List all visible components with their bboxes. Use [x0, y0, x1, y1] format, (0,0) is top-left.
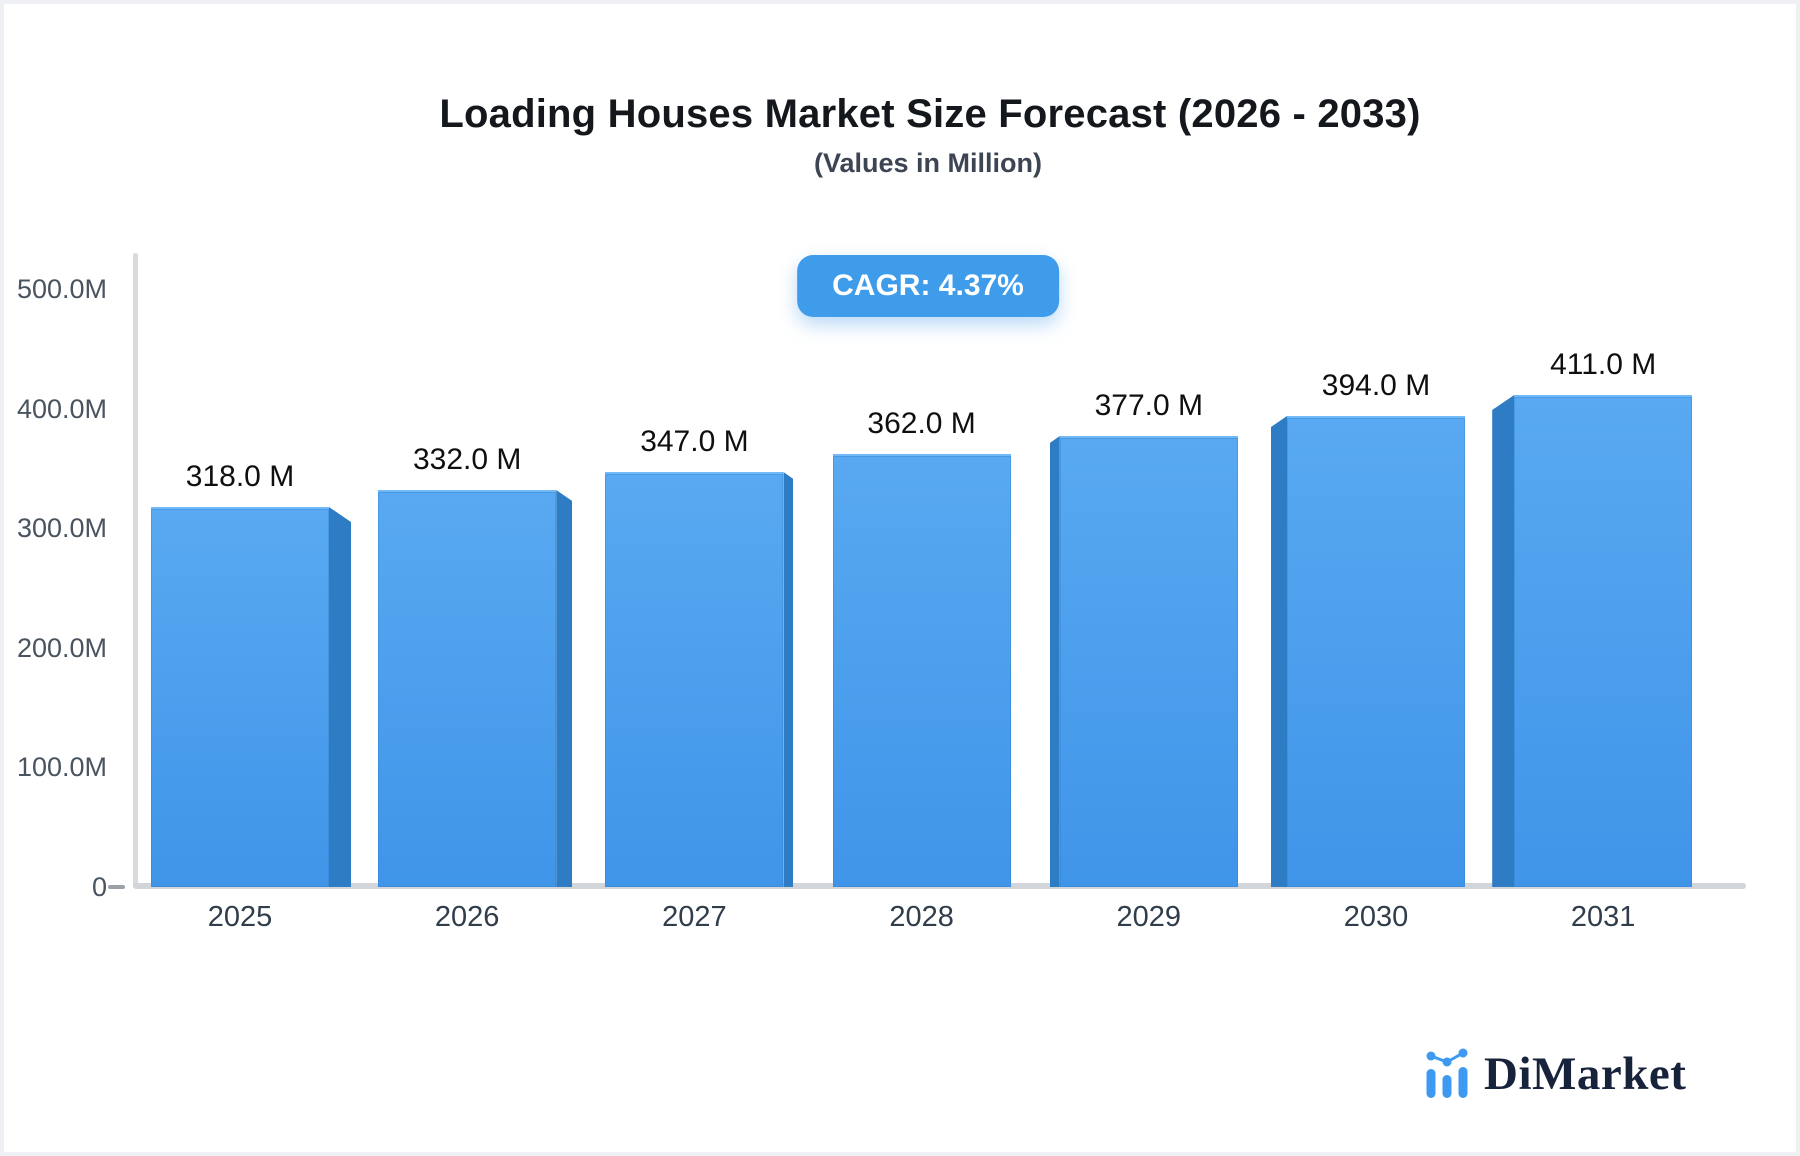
brand-logo[interactable]: DiMarket [1423, 1048, 1686, 1098]
x-axis-tick-label: 2027 [662, 901, 727, 933]
bar-side-2031 [1492, 395, 1515, 887]
y-axis-tick-label: 400.0M [16, 393, 107, 424]
bar-value-label: 377.0 M [1094, 389, 1203, 422]
y-axis-tick-label: 500.0M [16, 274, 107, 304]
chart-card: Loading Houses Market Size Forecast (202… [4, 4, 1796, 1152]
bar-value-label: 318.0 M [185, 460, 295, 493]
y-axis-tick-label: 200.0M [16, 632, 107, 663]
bar-value-label: 394.0 M [1321, 369, 1431, 402]
bar-side-2029 [1049, 436, 1060, 887]
bar-side-2026 [556, 490, 573, 887]
y-axis-line [133, 253, 138, 887]
brand-chart-icon [1426, 1048, 1468, 1098]
page-subtitle: (Values in Million) [813, 148, 1043, 178]
bar-side-2027 [783, 472, 794, 887]
x-axis-tick-label: 2028 [889, 901, 954, 933]
cagr-badge: CAGR: 4.37% [797, 255, 1059, 317]
bar-side-2030 [1271, 416, 1287, 887]
x-axis-tick-label: 2026 [434, 901, 500, 933]
y-axis-tick-label: 300.0M [16, 513, 107, 544]
bar-value-label: 347.0 M [640, 425, 749, 458]
bar-chart: 500.0M 400.0M 300.0M 200.0M 100.0M 0 318.0 M 2… [4, 4, 1796, 1152]
bar-value-label: 332.0 M [412, 443, 522, 476]
bar-value-label: 411.0 M [1550, 348, 1657, 381]
x-axis-tick-label: 2025 [207, 901, 273, 933]
zero-tick-mark [108, 885, 125, 889]
brand-name: DiMarket [1484, 1048, 1687, 1100]
x-axis-tick-label: 2030 [1343, 901, 1409, 933]
bar-2027[interactable] [605, 472, 784, 887]
bar-2030[interactable] [1287, 416, 1465, 887]
y-axis-tick-label: 0 [91, 872, 107, 902]
bar-2031[interactable] [1514, 395, 1693, 887]
bar-2028[interactable] [832, 454, 1011, 887]
bar-2029[interactable] [1059, 436, 1238, 887]
y-axis-tick-label: 100.0M [16, 752, 107, 783]
bar-2026[interactable] [378, 490, 557, 887]
bar-2025[interactable] [151, 507, 329, 887]
x-axis-tick-label: 2029 [1116, 901, 1182, 933]
bar-side-2025 [329, 507, 351, 887]
bar-value-label: 362.0 M [867, 407, 976, 440]
page-title: Loading Houses Market Size Forecast (202… [439, 92, 1421, 136]
x-axis-tick-label: 2031 [1570, 901, 1636, 933]
